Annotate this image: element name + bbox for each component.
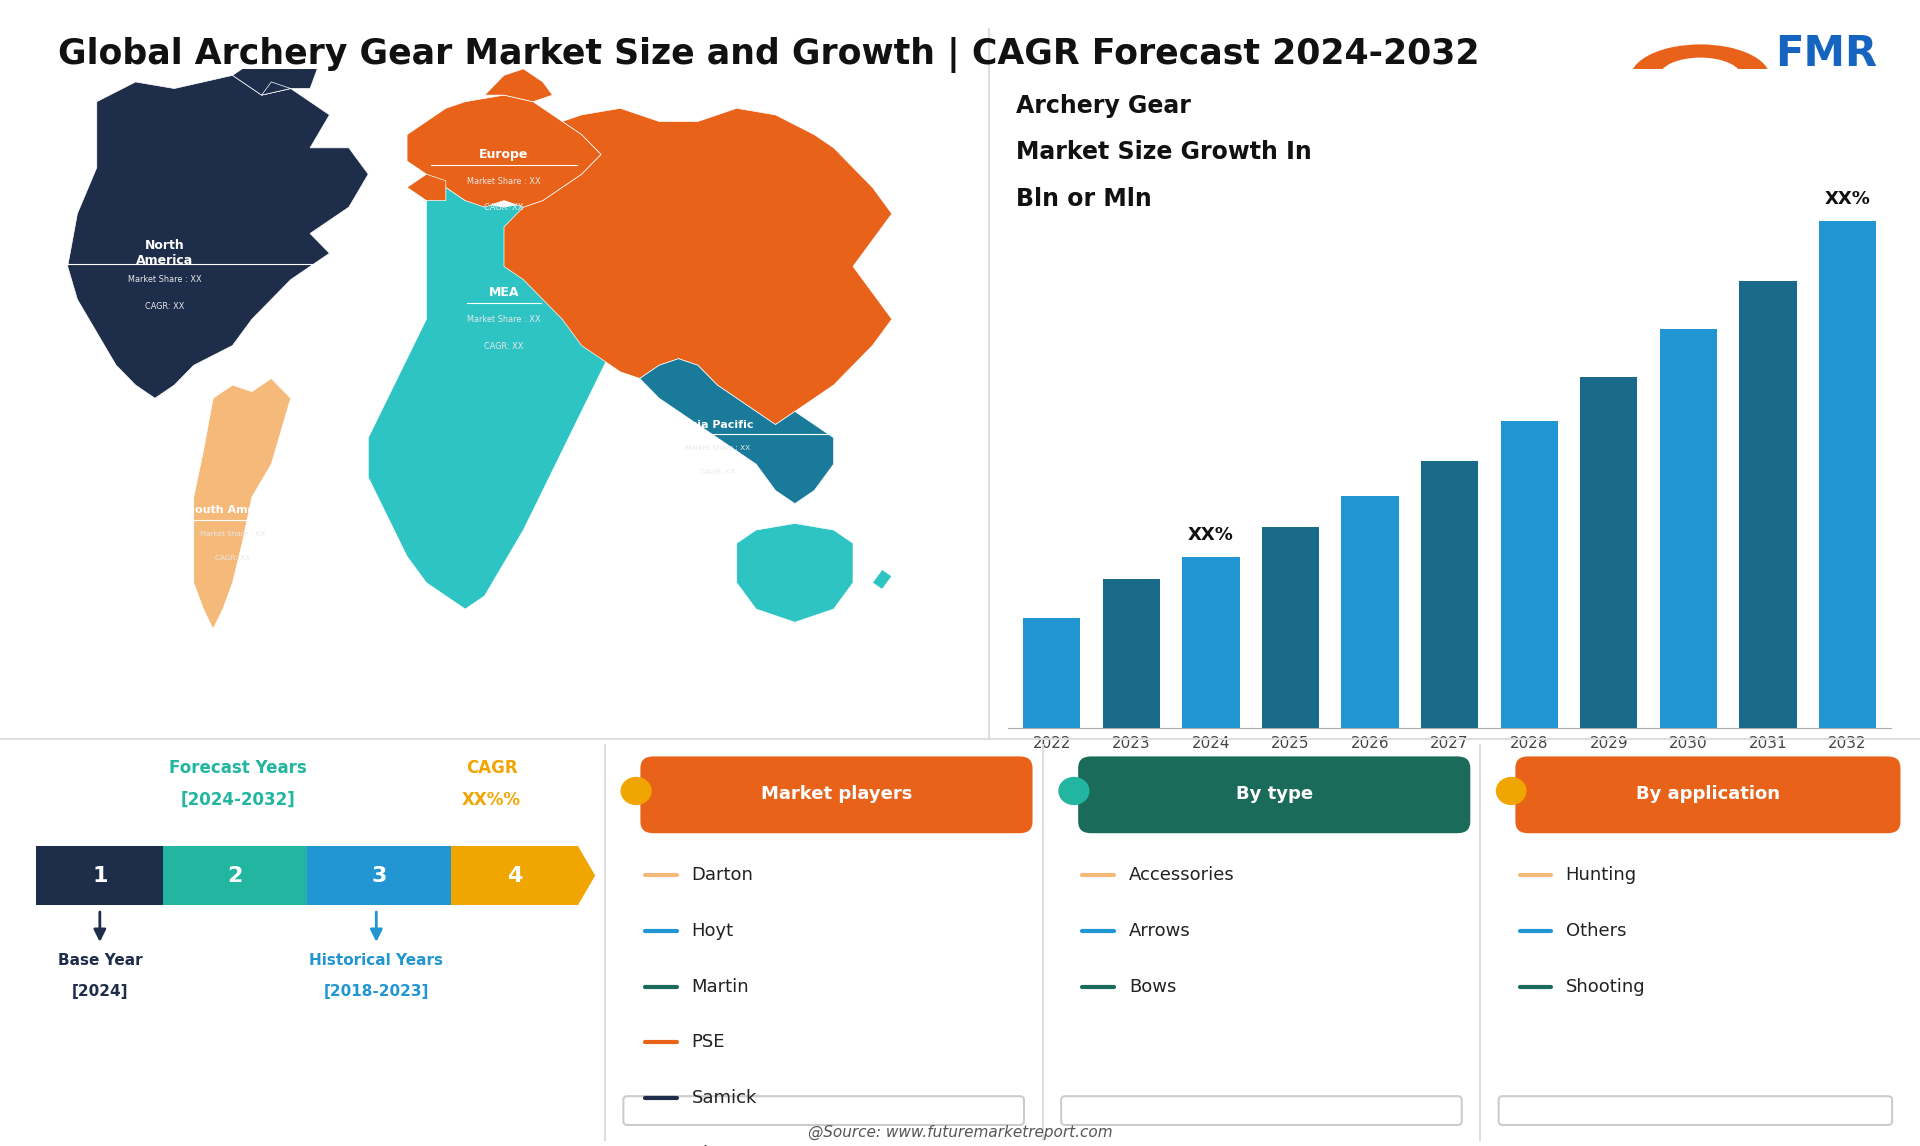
Polygon shape bbox=[407, 95, 601, 207]
Text: CAGR: CAGR bbox=[467, 759, 516, 777]
Polygon shape bbox=[163, 846, 180, 905]
Circle shape bbox=[622, 777, 651, 804]
Text: Europe: Europe bbox=[480, 148, 528, 160]
Bar bbox=[1421, 461, 1478, 728]
Text: CAGR: XX: CAGR: XX bbox=[215, 555, 250, 560]
Text: The: The bbox=[691, 1145, 726, 1146]
Text: Market Share : XX: Market Share : XX bbox=[200, 531, 265, 537]
Bar bbox=[1501, 422, 1557, 728]
Bar bbox=[1342, 496, 1398, 728]
Text: Bln or Mln: Bln or Mln bbox=[1016, 187, 1152, 211]
Text: Martin: Martin bbox=[691, 978, 749, 996]
Text: ▶: ▶ bbox=[1695, 70, 1705, 85]
Text: MEA: MEA bbox=[490, 286, 518, 299]
Circle shape bbox=[1060, 777, 1089, 804]
Text: [2018-2023]: [2018-2023] bbox=[324, 984, 428, 999]
Text: 1: 1 bbox=[92, 865, 108, 886]
Text: CAGR: XX: CAGR: XX bbox=[484, 203, 524, 212]
Text: Others: Others bbox=[1565, 923, 1626, 940]
Text: Shooting: Shooting bbox=[1565, 978, 1645, 996]
Text: @Source: www.futuremarketreport.com: @Source: www.futuremarketreport.com bbox=[808, 1125, 1112, 1140]
Text: CAGR: XX: CAGR: XX bbox=[699, 469, 735, 476]
Text: Market Share : XX: Market Share : XX bbox=[129, 275, 202, 284]
Circle shape bbox=[1496, 777, 1526, 804]
Text: Historical Years: Historical Years bbox=[309, 952, 444, 967]
Polygon shape bbox=[737, 524, 852, 622]
Wedge shape bbox=[1630, 45, 1770, 110]
Text: CAGR: XX: CAGR: XX bbox=[144, 303, 184, 312]
FancyBboxPatch shape bbox=[451, 846, 578, 905]
Text: 3: 3 bbox=[371, 865, 388, 886]
FancyBboxPatch shape bbox=[36, 846, 163, 905]
Bar bbox=[1740, 282, 1797, 728]
Text: By type: By type bbox=[1236, 785, 1313, 803]
Bar bbox=[1102, 579, 1160, 728]
Text: [2024-2032]: [2024-2032] bbox=[180, 791, 296, 809]
Text: Market Size Growth In: Market Size Growth In bbox=[1016, 140, 1311, 164]
Polygon shape bbox=[484, 69, 553, 102]
Text: 2: 2 bbox=[227, 865, 244, 886]
Polygon shape bbox=[451, 846, 468, 905]
Text: Base Year: Base Year bbox=[58, 952, 142, 967]
Polygon shape bbox=[503, 109, 891, 424]
Polygon shape bbox=[194, 378, 290, 629]
Polygon shape bbox=[261, 81, 290, 95]
Text: Accessories: Accessories bbox=[1129, 866, 1235, 885]
Bar bbox=[1261, 527, 1319, 728]
Text: Market Share : XX: Market Share : XX bbox=[467, 315, 541, 324]
Text: Arrows: Arrows bbox=[1129, 923, 1190, 940]
Bar bbox=[1818, 221, 1876, 728]
Text: Hunting: Hunting bbox=[1565, 866, 1636, 885]
Text: Asia Pacific: Asia Pacific bbox=[682, 419, 753, 430]
Text: XX%: XX% bbox=[1188, 526, 1235, 543]
Text: 4: 4 bbox=[507, 865, 522, 886]
Text: Darton: Darton bbox=[691, 866, 753, 885]
Polygon shape bbox=[578, 846, 595, 905]
Text: Market Share : XX: Market Share : XX bbox=[467, 176, 541, 186]
Text: Archery Gear: Archery Gear bbox=[1016, 94, 1190, 118]
Text: XX%: XX% bbox=[1824, 189, 1870, 207]
Text: CAGR: XX: CAGR: XX bbox=[484, 342, 524, 351]
FancyBboxPatch shape bbox=[641, 756, 1033, 833]
Text: Global Archery Gear Market Size and Growth | CAGR Forecast 2024-2032: Global Archery Gear Market Size and Grow… bbox=[58, 37, 1478, 72]
Text: North
America: North America bbox=[136, 240, 194, 267]
Text: Forecast Years: Forecast Years bbox=[169, 759, 307, 777]
Polygon shape bbox=[67, 76, 369, 399]
FancyBboxPatch shape bbox=[1515, 756, 1901, 833]
Text: By application: By application bbox=[1636, 785, 1780, 803]
FancyBboxPatch shape bbox=[163, 846, 307, 905]
Text: Samick: Samick bbox=[691, 1089, 756, 1107]
Bar bbox=[1183, 557, 1240, 728]
Text: South America: South America bbox=[186, 505, 278, 516]
Bar bbox=[1659, 329, 1716, 728]
Polygon shape bbox=[872, 570, 891, 589]
Text: Market players: Market players bbox=[760, 785, 912, 803]
Text: FUTURE MARKET REPORT: FUTURE MARKET REPORT bbox=[1770, 93, 1866, 102]
Text: FMR: FMR bbox=[1776, 32, 1878, 74]
Text: XX%%: XX%% bbox=[463, 791, 520, 809]
FancyBboxPatch shape bbox=[307, 846, 451, 905]
Polygon shape bbox=[232, 49, 321, 95]
Text: Market Share : XX: Market Share : XX bbox=[685, 446, 751, 452]
Polygon shape bbox=[369, 174, 649, 610]
Bar bbox=[1023, 618, 1081, 728]
Bar bbox=[1580, 377, 1638, 728]
Text: PSE: PSE bbox=[691, 1034, 726, 1051]
Text: [2024]: [2024] bbox=[71, 984, 129, 999]
Polygon shape bbox=[407, 174, 445, 201]
Polygon shape bbox=[307, 846, 324, 905]
Polygon shape bbox=[639, 359, 833, 504]
Text: Bows: Bows bbox=[1129, 978, 1177, 996]
Text: Hoyt: Hoyt bbox=[691, 923, 733, 940]
FancyBboxPatch shape bbox=[1079, 756, 1471, 833]
